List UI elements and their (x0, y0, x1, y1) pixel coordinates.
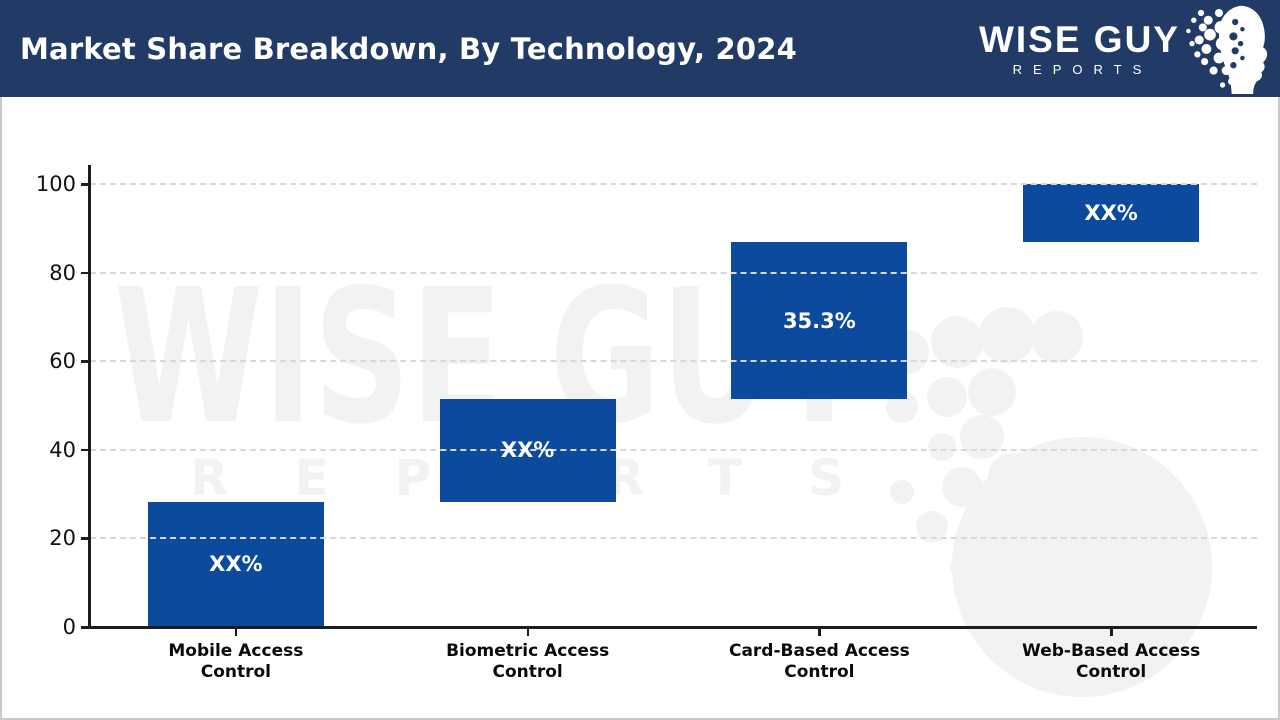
y-tick-100 (81, 183, 91, 186)
y-tick-80 (81, 271, 91, 275)
bar-segment (147, 501, 324, 627)
y-tick-0 (81, 626, 91, 629)
y-axis-line (88, 165, 91, 629)
page-title: Market Share Breakdown, By Technology, 2… (20, 31, 798, 66)
gridline-60 (90, 360, 1257, 363)
x-tick (234, 627, 238, 636)
bar-label: XX% (500, 438, 555, 463)
y-tick-label-20: 20 (49, 526, 76, 551)
logo-wordmark: WISE GUY REPORTS (979, 21, 1180, 77)
y-tick-20 (81, 537, 91, 540)
category-label: Web-Based Access Control (1022, 641, 1201, 683)
y-tick-60 (81, 360, 91, 363)
logo-face-icon (1186, 5, 1268, 94)
watermark-face-icon (885, 307, 1212, 697)
header-bar: Market Share Breakdown, By Technology, 2… (0, 0, 1280, 97)
category-label: Biometric Access Control (446, 641, 610, 683)
gridline-40 (90, 448, 1257, 451)
gridline-20 (90, 537, 1257, 540)
category-label: Mobile Access Control (168, 641, 304, 683)
y-tick-label-0: 0 (62, 615, 76, 639)
bar-label: XX% (1084, 201, 1138, 226)
y-tick-40 (81, 448, 91, 452)
y-tick-label-60: 60 (49, 349, 76, 374)
bar-label: XX% (209, 552, 263, 577)
y-tick-label-100: 100 (35, 172, 76, 196)
wise-guy-logo: WISE GUY REPORTS (979, 0, 1280, 97)
bar-segment (1023, 184, 1200, 243)
category-label: Card-Based Access Control (728, 641, 910, 683)
bar-segment (731, 242, 908, 399)
x-axis-line (88, 626, 1257, 629)
gridline-80 (90, 271, 1257, 274)
x-tick (1110, 627, 1113, 636)
logo-sub-text: REPORTS (1012, 61, 1153, 77)
x-tick (526, 627, 530, 636)
x-tick (818, 627, 821, 636)
y-tick-label-80: 80 (49, 260, 76, 285)
gridline-100 (90, 183, 1257, 185)
bar-label: 35.3% (782, 308, 856, 333)
logo-name-text: WISE GUY (978, 18, 1180, 60)
y-tick-label-40: 40 (49, 437, 76, 462)
